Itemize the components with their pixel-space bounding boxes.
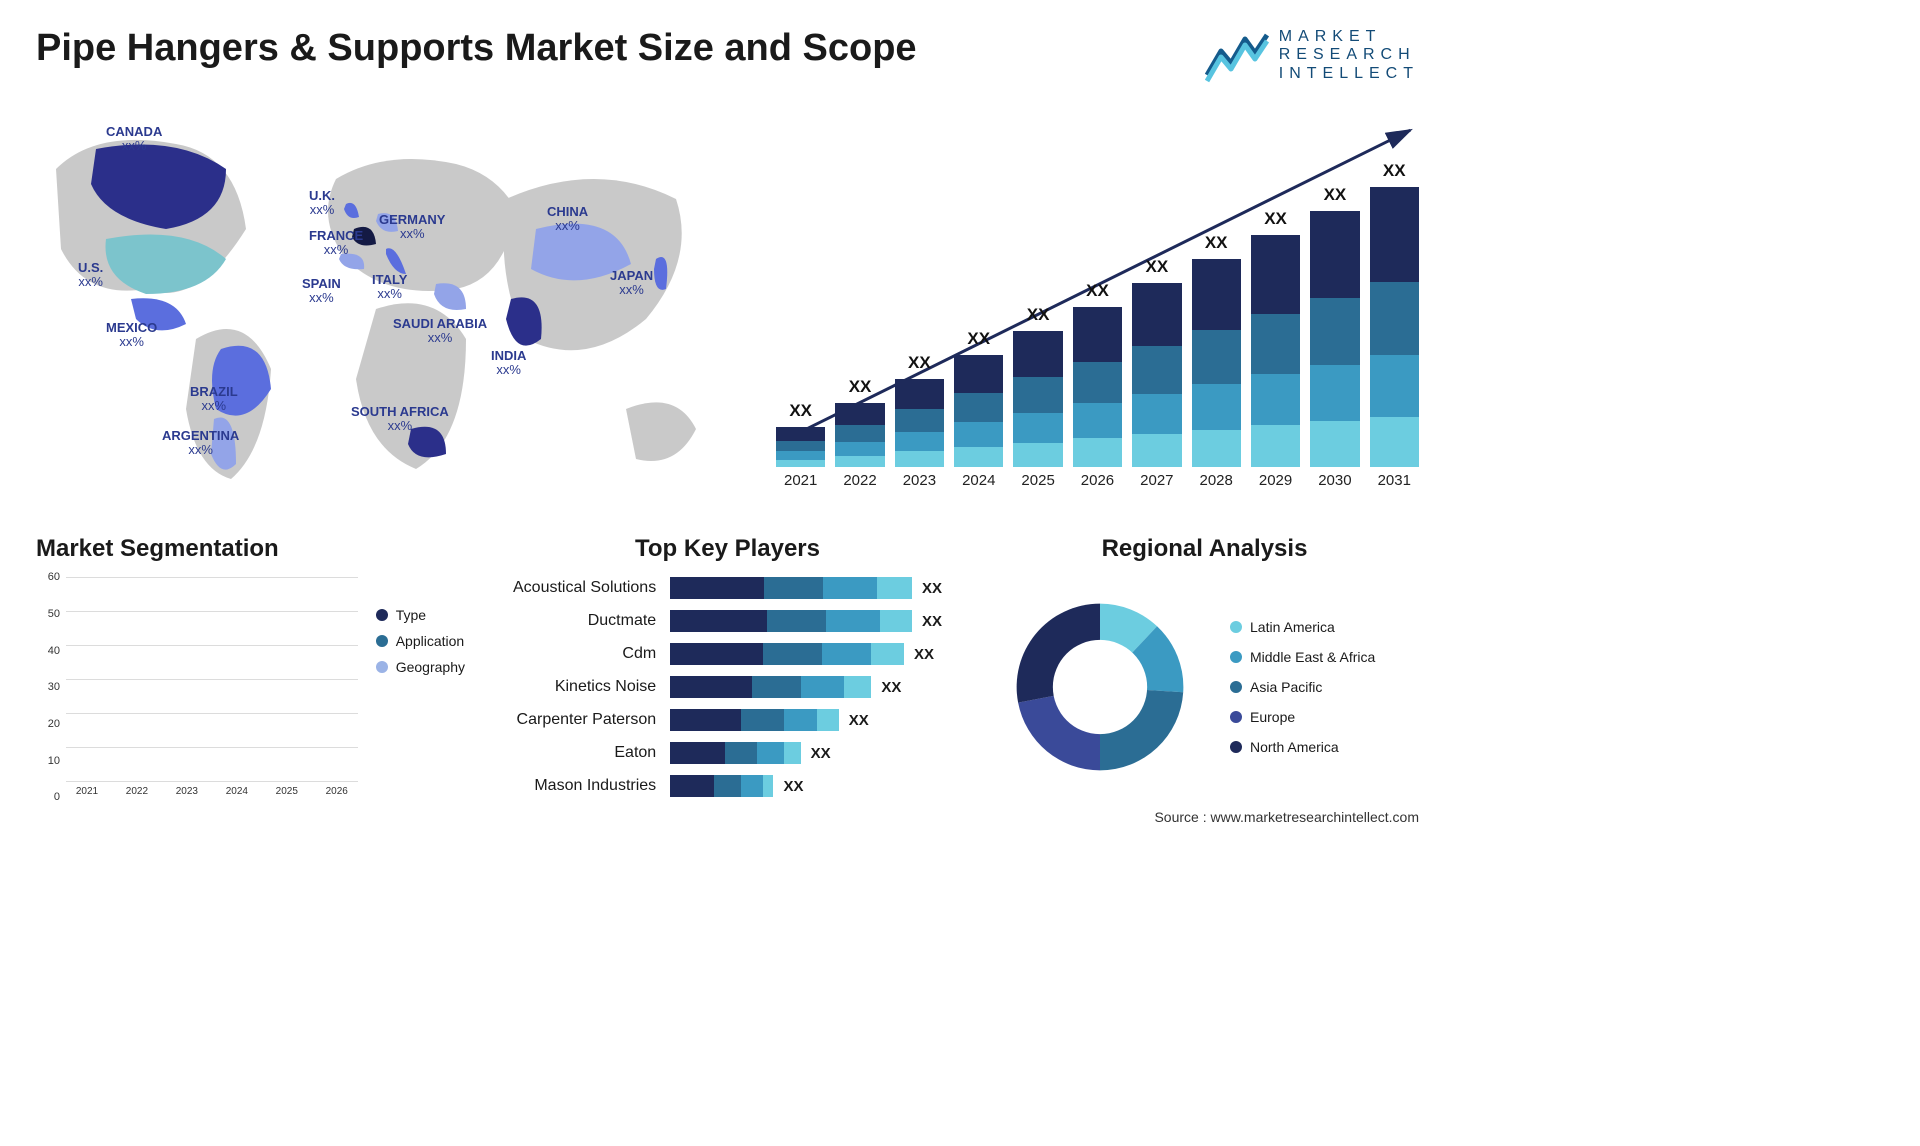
- key-players-chart: Acoustical Solutions Ductmate Cdm Kinetics …: [513, 577, 942, 797]
- main-bar-value: XX: [1027, 305, 1050, 325]
- logo-word-2: RESEARCH: [1279, 46, 1419, 64]
- map-label-japan: JAPANxx%: [610, 269, 653, 296]
- main-bar-value: XX: [1205, 233, 1228, 253]
- kp-label: Mason Industries: [534, 775, 656, 797]
- main-x-label: 2030: [1310, 472, 1359, 489]
- kp-label: Carpenter Paterson: [517, 709, 657, 731]
- map-label-south-africa: SOUTH AFRICAxx%: [351, 405, 449, 432]
- main-bar-value: XX: [1383, 161, 1406, 181]
- main-bar-value: XX: [1145, 257, 1168, 277]
- regional-legend-item: Europe: [1230, 709, 1375, 725]
- kp-row: XX: [670, 610, 942, 632]
- map-label-saudi-arabia: SAUDI ARABIAxx%: [393, 317, 487, 344]
- main-x-label: 2022: [835, 472, 884, 489]
- main-x-label: 2027: [1132, 472, 1181, 489]
- main-x-label: 2026: [1073, 472, 1122, 489]
- main-bar-2024: XX: [954, 355, 1003, 467]
- kp-value: XX: [922, 613, 942, 630]
- map-label-france: FRANCExx%: [309, 229, 363, 256]
- logo-icon: [1205, 29, 1269, 83]
- kp-value: XX: [914, 646, 934, 663]
- map-label-u-k-: U.K.xx%: [309, 189, 335, 216]
- main-bar-2026: XX: [1073, 307, 1122, 467]
- segmentation-chart: 0102030405060 202120222023202420252026: [36, 577, 358, 797]
- main-bar-2029: XX: [1251, 235, 1300, 467]
- page-title: Pipe Hangers & Supports Market Size and …: [36, 28, 917, 70]
- kp-value: XX: [881, 679, 901, 696]
- main-bar-value: XX: [1086, 281, 1109, 301]
- main-bar-2030: XX: [1310, 211, 1359, 467]
- main-bar-value: XX: [1324, 185, 1347, 205]
- segmentation-title: Market Segmentation: [36, 535, 465, 563]
- main-x-label: 2021: [776, 472, 825, 489]
- kp-label: Ductmate: [588, 610, 656, 632]
- kp-row: XX: [670, 676, 942, 698]
- kp-row: XX: [670, 709, 942, 731]
- segmentation-legend: Type Application Geography: [358, 577, 465, 797]
- map-label-germany: GERMANYxx%: [379, 213, 445, 240]
- map-label-china: CHINAxx%: [547, 205, 588, 232]
- main-x-label: 2028: [1192, 472, 1241, 489]
- main-bar-value: XX: [789, 401, 812, 421]
- kp-label: Eaton: [614, 742, 656, 764]
- world-map: CANADAxx% U.S.xx% MEXICOxx% BRAZILxx% ARGENT…: [36, 109, 736, 509]
- kp-label: Cdm: [622, 643, 656, 665]
- seg-legend-item: Application: [376, 633, 465, 649]
- map-label-argentina: ARGENTINAxx%: [162, 429, 239, 456]
- map-label-canada: CANADAxx%: [106, 125, 162, 152]
- main-bar-value: XX: [1264, 209, 1287, 229]
- map-label-u-s-: U.S.xx%: [78, 261, 103, 288]
- regional-legend-item: Middle East & Africa: [1230, 649, 1375, 665]
- kp-value: XX: [811, 745, 831, 762]
- kp-row: XX: [670, 742, 942, 764]
- regional-legend-item: Latin America: [1230, 619, 1375, 635]
- main-bar-2031: XX: [1370, 187, 1419, 467]
- main-bar-value: XX: [967, 329, 990, 349]
- kp-value: XX: [849, 712, 869, 729]
- main-x-label: 2024: [954, 472, 1003, 489]
- regional-legend-item: North America: [1230, 739, 1375, 755]
- logo-word-1: MARKET: [1279, 28, 1419, 46]
- source-text: Source : www.marketresearchintellect.com: [36, 809, 1419, 825]
- kp-row: XX: [670, 643, 942, 665]
- main-x-label: 2023: [895, 472, 944, 489]
- seg-legend-item: Geography: [376, 659, 465, 675]
- main-bar-2023: XX: [895, 379, 944, 467]
- main-bar-2022: XX: [835, 403, 884, 467]
- main-bar-2027: XX: [1132, 283, 1181, 467]
- logo-word-3: INTELLECT: [1279, 65, 1419, 83]
- map-label-india: INDIAxx%: [491, 349, 526, 376]
- map-label-spain: SPAINxx%: [302, 277, 341, 304]
- main-bar-chart: XXXXXXXXXXXXXXXXXXXXXX 20212022202320242…: [776, 109, 1419, 489]
- regional-legend: Latin America Middle East & Africa Asia Pa…: [1230, 619, 1375, 755]
- main-bar-value: XX: [849, 377, 872, 397]
- regional-donut-chart: [990, 577, 1210, 797]
- map-label-italy: ITALYxx%: [372, 273, 407, 300]
- key-players-title: Top Key Players: [513, 535, 942, 563]
- map-label-brazil: BRAZILxx%: [190, 385, 238, 412]
- seg-legend-item: Type: [376, 607, 465, 623]
- map-country-india: [506, 298, 542, 346]
- brand-logo: MARKET RESEARCH INTELLECT: [1205, 28, 1419, 83]
- kp-label: Acoustical Solutions: [513, 577, 656, 599]
- regional-panel: Regional Analysis Latin America Middle Ea…: [990, 535, 1419, 797]
- key-players-panel: Top Key Players Acoustical Solutions Duct…: [513, 535, 942, 797]
- kp-row: XX: [670, 775, 942, 797]
- regional-title: Regional Analysis: [990, 535, 1419, 563]
- kp-value: XX: [922, 580, 942, 597]
- main-bar-2021: XX: [776, 427, 825, 467]
- kp-value: XX: [783, 778, 803, 795]
- kp-label: Kinetics Noise: [555, 676, 656, 698]
- main-bar-2028: XX: [1192, 259, 1241, 467]
- map-label-mexico: MEXICOxx%: [106, 321, 157, 348]
- main-bar-2025: XX: [1013, 331, 1062, 467]
- kp-row: XX: [670, 577, 942, 599]
- map-svg: [36, 109, 736, 509]
- main-bar-value: XX: [908, 353, 931, 373]
- main-x-label: 2031: [1370, 472, 1419, 489]
- main-x-label: 2029: [1251, 472, 1300, 489]
- segmentation-panel: Market Segmentation 0102030405060 202120…: [36, 535, 465, 797]
- regional-legend-item: Asia Pacific: [1230, 679, 1375, 695]
- main-x-label: 2025: [1013, 472, 1062, 489]
